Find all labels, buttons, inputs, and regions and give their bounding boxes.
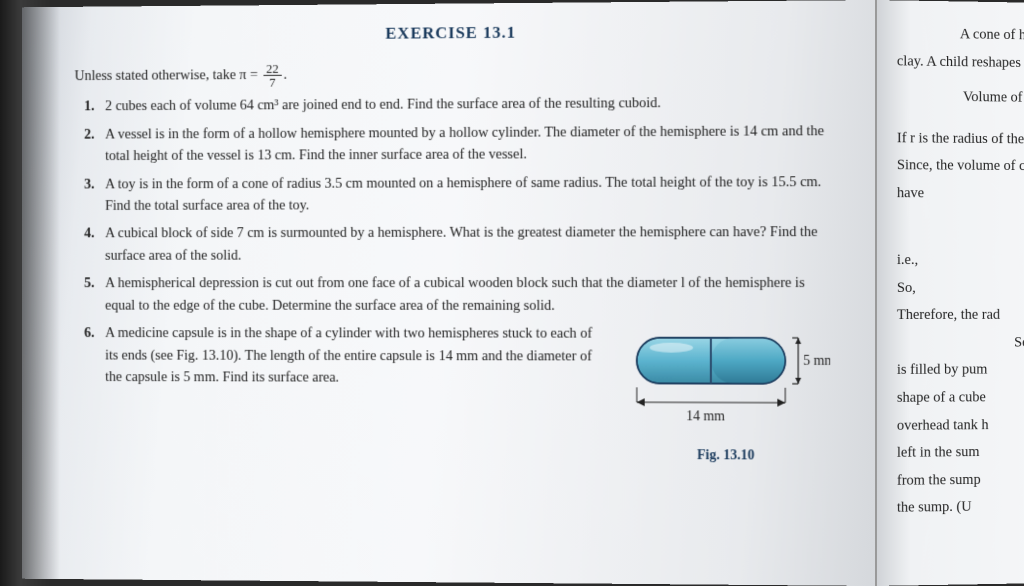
right-line: overhead tank h [897,411,1024,439]
right-line: Sel [897,330,1024,358]
right-line: A cone of he [897,20,1024,49]
figure-caption: Fig. 13.10 [617,445,835,468]
right-page: A cone of he clay. A child reshapes it V… [875,0,1024,586]
qnum: 4. [84,223,105,267]
question-5: 5. A hemispherical depression is cut out… [84,272,835,317]
pi-den: 7 [263,76,281,89]
qnum: 2. [84,123,105,167]
right-line: So, [897,275,1024,303]
right-line: Since, the volume of c [897,152,1024,180]
pi-fraction: 22 7 [263,62,281,89]
question-4: 4. A cubical block of side 7 cm is surmo… [84,222,835,267]
q6-text: A medicine capsule is in the shape of a … [105,323,602,390]
right-line: Volume of c [897,83,1024,112]
pi-num: 22 [263,62,281,76]
binding-shadow [22,7,60,579]
right-line: If r is the radius of the [897,125,1024,154]
right-line: the sump. (U [897,493,1024,522]
right-line: is filled by pum [897,357,1024,385]
qtext: A vessel is in the form of a hollow hemi… [105,120,835,168]
right-line: shape of a cube [897,384,1024,412]
right-line: have [897,180,1024,208]
qtext: A toy is in the form of a cone of radius… [105,171,835,218]
right-page-content: A cone of he clay. A child reshapes it V… [897,20,1024,522]
question-2: 2. A vessel is in the form of a hollow h… [84,120,835,168]
right-line: i.e., [897,247,1024,275]
book-container: EXERCISE 13.1 Unless stated otherwise, t… [0,0,1024,586]
qnum: 1. [84,96,105,118]
right-line: left in the sum [897,439,1024,468]
right-line: clay. A child reshapes it [897,48,1024,77]
qnum: 5. [84,273,105,317]
capsule-right-half [711,338,785,384]
right-line: Therefore, the rad [897,302,1024,330]
qtext: A cubical block of side 7 cm is surmount… [105,222,835,267]
preamble-text: Unless stated otherwise, take π = [75,67,262,84]
qtext: A hemispherical depression is cut out fr… [105,272,835,317]
question-1: 1. 2 cubes each of volume 64 cm³ are joi… [84,91,835,117]
capsule-highlight [650,343,693,353]
capsule-svg: 5 mm 14 mm [622,328,830,438]
question-6: 6. A medicine capsule is in the shape of… [84,323,835,468]
preamble: Unless stated otherwise, take π = 22 7 . [75,58,835,90]
height-label: 5 mm [803,353,830,368]
right-line: from the sump [897,466,1024,495]
question-3: 3. A toy is in the form of a cone of rad… [84,171,835,218]
exercise-title: EXERCISE 13.1 [75,20,835,46]
qnum: 3. [84,173,105,217]
width-label: 14 mm [686,409,725,424]
capsule-figure: 5 mm 14 mm Fig. 13.10 [617,323,835,468]
left-page: EXERCISE 13.1 Unless stated otherwise, t… [22,0,875,586]
q6-row: A medicine capsule is in the shape of a … [105,323,835,468]
qtext: 2 cubes each of volume 64 cm³ are joined… [105,91,835,117]
question-list: 1. 2 cubes each of volume 64 cm³ are joi… [75,91,835,467]
qnum: 6. [84,323,105,464]
